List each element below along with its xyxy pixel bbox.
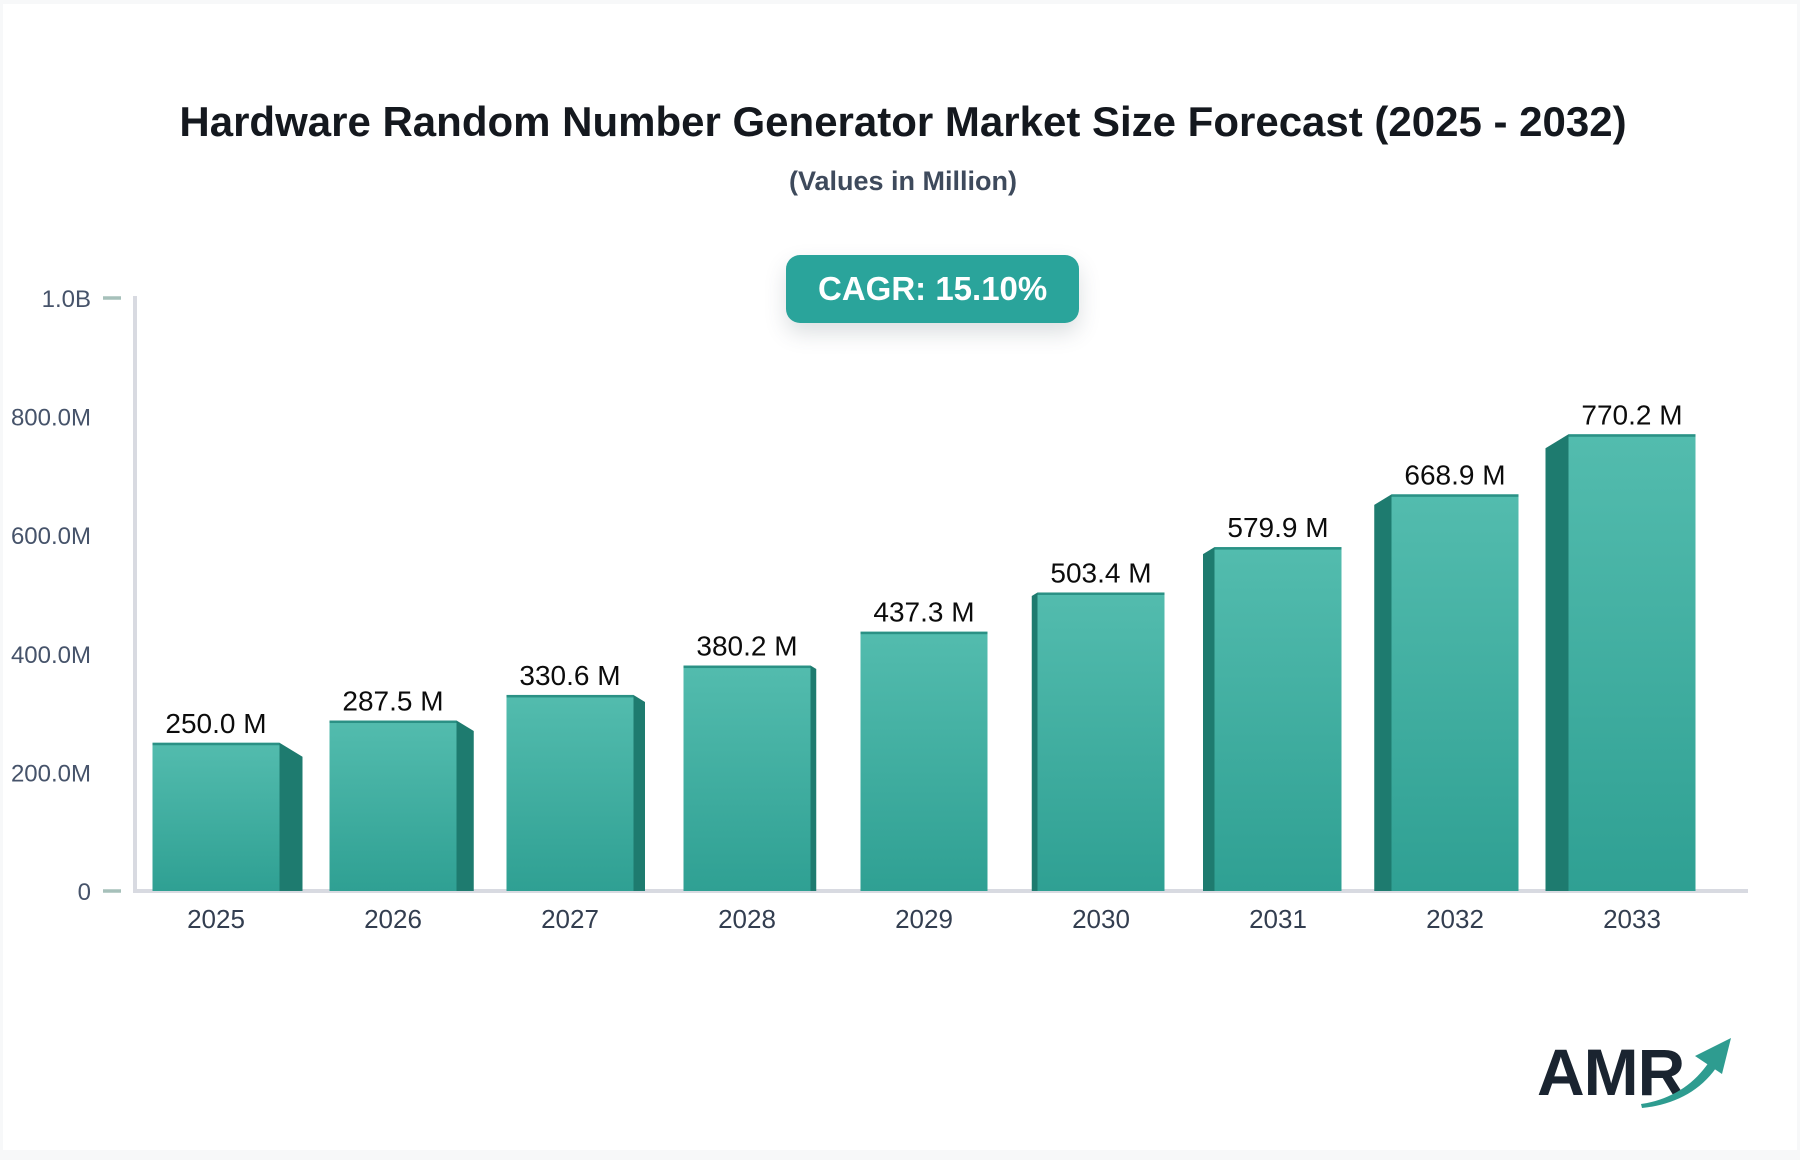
bar-side-2028 (810, 665, 817, 891)
bar-top-edge (506, 694, 634, 698)
x-tick-label: 2029 (895, 904, 953, 934)
bar-2030[interactable] (1037, 592, 1165, 891)
bar-2028[interactable] (683, 665, 811, 891)
x-tick-label: 2028 (718, 904, 776, 934)
y-tick-label: 1.0B (42, 286, 91, 313)
y-tick-label: 400.0M (11, 642, 91, 669)
cagr-badge: CAGR: 15.10% (786, 255, 1080, 323)
y-axis-line (133, 296, 137, 893)
y-tick-label: 600.0M (11, 523, 91, 550)
bar-2032[interactable] (1391, 494, 1519, 891)
bar-value-label: 668.9 M (1404, 459, 1505, 490)
y-tick-label: 200.0M (11, 760, 91, 787)
x-tick-label: 2031 (1249, 904, 1307, 934)
bar-side-2033 (1545, 434, 1569, 891)
bar-side-2031 (1203, 547, 1215, 891)
chart-card: Hardware Random Number Generator Market … (3, 4, 1797, 1150)
bar-value-label: 437.3 M (873, 597, 974, 628)
amr-logo: AMR (1537, 1034, 1737, 1118)
x-tick-label: 2030 (1072, 904, 1130, 934)
chart-subtitle: (Values in Million) (788, 166, 1018, 196)
bar-2033[interactable] (1568, 434, 1696, 891)
bar-side-2025 (279, 742, 303, 891)
bar-side-2026 (456, 720, 474, 891)
bar-value-label: 579.9 M (1227, 512, 1328, 543)
y-tick-label: 800.0M (11, 405, 91, 432)
bar-side-2027 (633, 694, 645, 891)
bar-side-2032 (1374, 494, 1392, 891)
y-tick-label: 0 (78, 879, 91, 906)
bar-top-edge (329, 720, 457, 724)
x-tick-label: 2027 (541, 904, 599, 934)
bar-top-edge (152, 742, 280, 746)
bar-value-label: 250.0 M (165, 708, 266, 739)
bar-top-edge (1214, 547, 1342, 550)
chart-title: Hardware Random Number Generator Market … (179, 98, 1627, 145)
bar-value-label: 770.2 M (1581, 399, 1682, 430)
amr-logo-text: AMR (1537, 1035, 1685, 1109)
bar-2027[interactable] (506, 694, 634, 891)
bar-top-edge (1568, 434, 1696, 437)
bar-value-label: 287.5 M (342, 686, 443, 717)
bar-value-label: 503.4 M (1050, 557, 1151, 588)
amr-logo-arrow-icon (1641, 1038, 1731, 1108)
x-tick-label: 2032 (1426, 904, 1484, 934)
bar-chart: 0 200.0M 400.0M 600.0M 800.0M 1.0B 250.0 M 2025… (11, 286, 1748, 934)
bar-top-edge (1391, 494, 1519, 497)
bar-top-edge (683, 665, 811, 669)
x-tick-label: 2026 (364, 904, 422, 934)
bar-top-edge (1037, 592, 1165, 595)
bar-2031[interactable] (1214, 547, 1342, 891)
x-tick-label: 2025 (187, 904, 245, 934)
bar-top-edge (860, 631, 988, 635)
x-tick-label: 2033 (1603, 904, 1661, 934)
bar-2026[interactable] (329, 720, 457, 891)
bar-2025[interactable] (152, 742, 280, 891)
bar-2029[interactable] (860, 631, 988, 891)
bar-value-label: 380.2 M (696, 631, 797, 662)
bar-side-2030 (1031, 592, 1038, 891)
bar-value-label: 330.6 M (519, 660, 620, 691)
